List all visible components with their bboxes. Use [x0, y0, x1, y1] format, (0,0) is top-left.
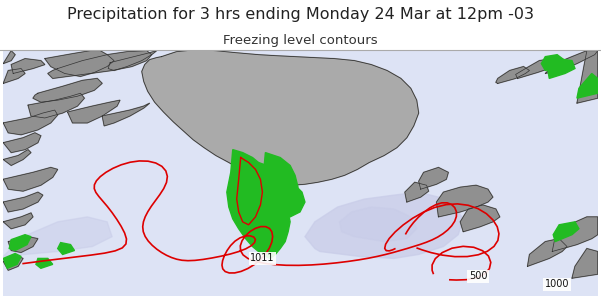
Polygon shape	[419, 168, 448, 189]
Polygon shape	[45, 51, 114, 76]
Polygon shape	[436, 185, 493, 217]
Polygon shape	[28, 93, 84, 118]
Text: Precipitation for 3 hrs ending Monday 24 Mar at 12pm -03: Precipitation for 3 hrs ending Monday 24…	[67, 7, 534, 22]
Polygon shape	[3, 149, 31, 165]
Polygon shape	[33, 78, 102, 102]
Polygon shape	[516, 59, 557, 78]
Polygon shape	[545, 51, 598, 73]
Polygon shape	[48, 51, 151, 78]
Polygon shape	[227, 149, 290, 258]
Polygon shape	[9, 235, 31, 250]
Polygon shape	[102, 103, 150, 126]
Polygon shape	[11, 59, 45, 73]
Polygon shape	[305, 192, 463, 258]
Polygon shape	[142, 50, 419, 185]
Polygon shape	[263, 153, 298, 202]
Polygon shape	[3, 51, 15, 64]
Polygon shape	[3, 192, 43, 212]
Polygon shape	[237, 179, 263, 215]
Polygon shape	[548, 59, 575, 78]
Polygon shape	[36, 258, 53, 268]
Polygon shape	[282, 179, 305, 217]
Polygon shape	[572, 249, 598, 278]
Polygon shape	[3, 253, 21, 268]
Polygon shape	[553, 222, 579, 242]
Text: 500: 500	[469, 271, 487, 281]
Text: Freezing level contours: Freezing level contours	[223, 34, 378, 47]
Polygon shape	[3, 110, 58, 135]
Polygon shape	[3, 256, 23, 270]
Polygon shape	[528, 239, 567, 266]
Polygon shape	[3, 217, 112, 256]
Polygon shape	[460, 205, 500, 232]
Text: 1011: 1011	[250, 253, 275, 263]
Polygon shape	[67, 100, 120, 123]
Polygon shape	[577, 73, 598, 98]
Polygon shape	[542, 55, 565, 70]
Polygon shape	[3, 213, 33, 229]
Polygon shape	[58, 243, 75, 255]
Polygon shape	[3, 68, 25, 83]
Polygon shape	[405, 182, 429, 202]
Polygon shape	[577, 51, 598, 103]
Polygon shape	[340, 207, 416, 242]
Polygon shape	[3, 168, 58, 191]
Polygon shape	[8, 237, 38, 252]
Polygon shape	[552, 217, 598, 252]
Text: 1000: 1000	[545, 279, 569, 289]
Polygon shape	[252, 163, 280, 197]
Polygon shape	[3, 133, 41, 153]
Polygon shape	[496, 67, 529, 83]
Polygon shape	[108, 51, 157, 70]
